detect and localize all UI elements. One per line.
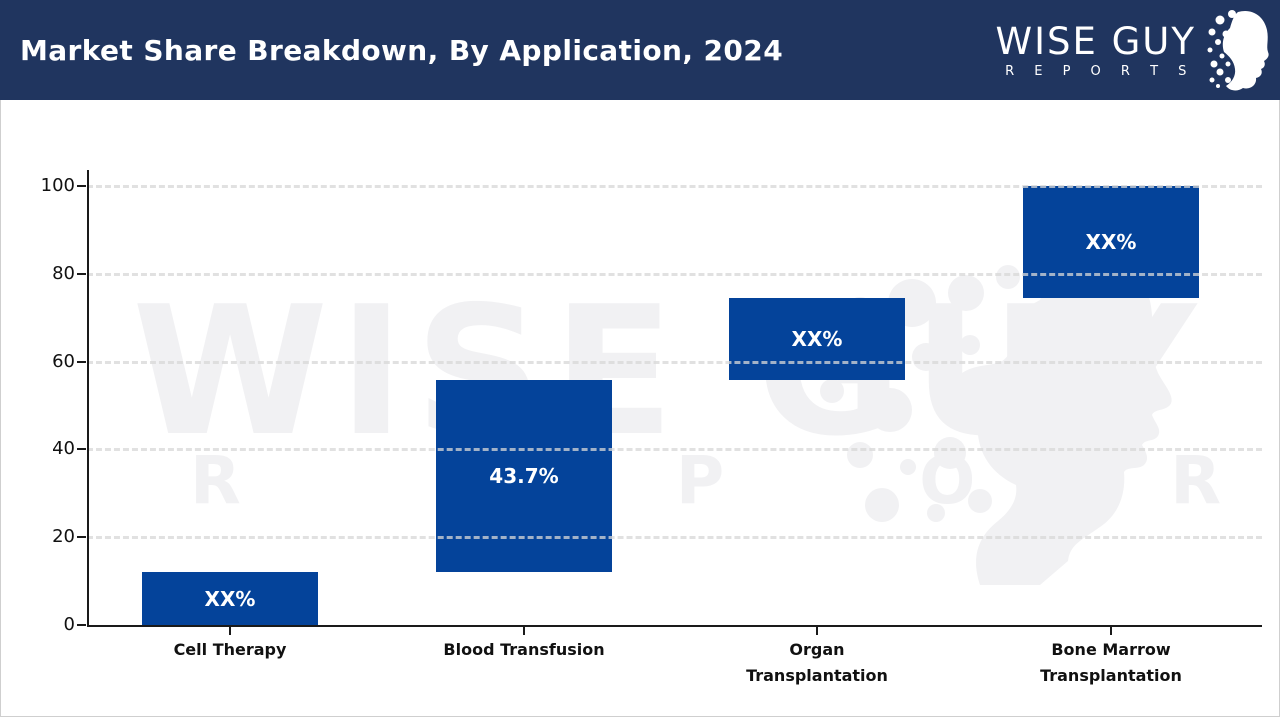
page-title: Market Share Breakdown, By Application, … xyxy=(20,33,784,67)
watermark-face-icon xyxy=(788,218,1172,585)
bar-value-label: XX% xyxy=(204,586,256,611)
gridline-60 xyxy=(87,360,1262,364)
bar-bone-marrow-transplantation: XX% xyxy=(1023,186,1199,298)
category-label: Cell Therapy xyxy=(173,640,287,659)
category-label: Organ Transplantation xyxy=(746,640,888,685)
y-axis-tick-mark xyxy=(77,624,86,626)
bar-cell-therapy: XX% xyxy=(142,572,318,625)
gridline-80 xyxy=(87,272,1262,276)
x-axis-tick-mark xyxy=(816,627,818,635)
bar-blood-transfusion: 43.7% xyxy=(436,380,612,573)
category-label: Bone Marrow Transplantation xyxy=(1040,640,1182,685)
bar-value-label: XX% xyxy=(791,327,843,352)
wise-guy-logo: WISE GUY R E P O R T S xyxy=(996,0,1274,100)
logo-text-bottom: R E P O R T S xyxy=(1005,63,1195,79)
x-axis-line xyxy=(87,625,1262,627)
y-axis-tick-label: 40 xyxy=(52,438,75,460)
bar-organ-transplantation: XX% xyxy=(729,297,905,381)
category-label: Blood Transfusion xyxy=(443,640,605,659)
x-axis-tick-mark xyxy=(523,627,525,635)
x-axis-tick-mark xyxy=(229,627,231,635)
y-axis-tick-label: 20 xyxy=(52,526,75,548)
bar-value-label: XX% xyxy=(1085,229,1137,254)
y-axis-tick-mark xyxy=(77,448,86,451)
x-axis-tick-mark xyxy=(1110,627,1112,635)
bar-value-label: 43.7% xyxy=(489,464,559,489)
y-axis-tick-mark xyxy=(77,272,86,275)
y-axis-tick-mark xyxy=(77,185,86,187)
logo-wordmark: WISE GUY R E P O R T S xyxy=(996,23,1196,78)
y-axis-tick-label: 0 xyxy=(63,614,75,635)
gridline-40 xyxy=(87,448,1262,452)
y-axis-tick-label: 80 xyxy=(52,262,75,284)
header-bar: Market Share Breakdown, By Application, … xyxy=(0,0,1280,100)
logo-face-icon xyxy=(1207,10,1269,91)
y-axis-line xyxy=(87,170,89,627)
gridline-20 xyxy=(87,536,1262,540)
logo-text-top: WISE GUY xyxy=(995,19,1196,63)
y-axis-tick-label: 100 xyxy=(40,175,75,196)
y-axis-tick-label: 60 xyxy=(52,350,75,372)
y-axis-tick-mark xyxy=(77,536,86,539)
y-axis-tick-mark xyxy=(77,360,86,363)
gridline-100 xyxy=(87,185,1262,188)
